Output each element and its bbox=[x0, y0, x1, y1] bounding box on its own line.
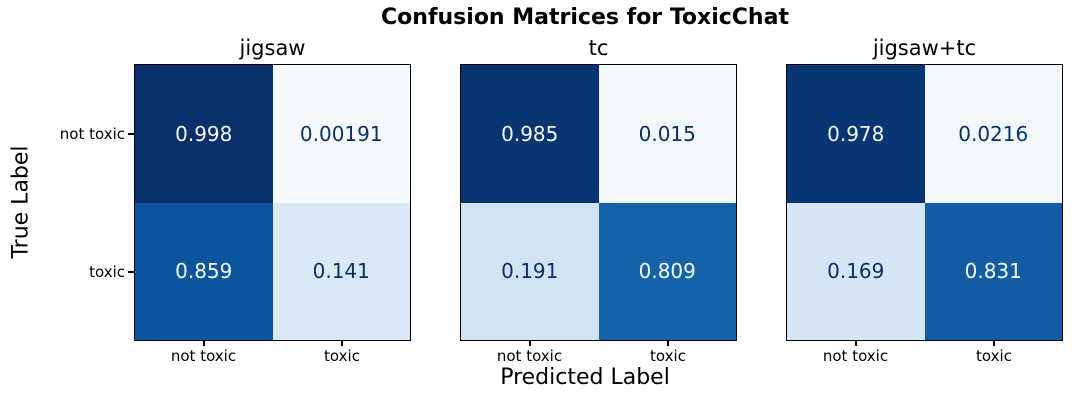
subplot-title-tc: tc bbox=[588, 36, 609, 60]
matrix-cell: 0.985 bbox=[461, 65, 599, 203]
matrix-cell: 0.015 bbox=[598, 65, 736, 203]
confusion-matrix-jigsaw: 0.998 0.00191 0.859 0.141 bbox=[134, 64, 411, 341]
matrix-cell: 0.191 bbox=[461, 202, 599, 340]
x-tick-mark bbox=[529, 341, 531, 346]
y-axis-label: True Label bbox=[8, 145, 34, 259]
x-tick-label-not-toxic: not toxic bbox=[170, 347, 237, 365]
matrix-cell: 0.998 bbox=[135, 65, 273, 203]
x-tick-label-not-toxic: not toxic bbox=[822, 347, 889, 365]
y-tick-mark bbox=[128, 271, 134, 273]
y-tick-mark bbox=[128, 133, 134, 135]
subplot-tc: tc 0.985 0.015 0.191 0.809 not toxic tox… bbox=[460, 34, 737, 380]
x-tick-label-toxic: toxic bbox=[324, 347, 360, 365]
x-axis-label: Predicted Label bbox=[500, 365, 670, 390]
confusion-matrix-tc: 0.985 0.015 0.191 0.809 bbox=[460, 64, 737, 341]
figure-title: Confusion Matrices for ToxicChat bbox=[381, 5, 789, 30]
subplot-jigsaw-tc: jigsaw+tc 0.978 0.0216 0.169 0.831 not t… bbox=[786, 34, 1063, 380]
subplot-jigsaw: jigsaw 0.998 0.00191 0.859 0.141 not tox… bbox=[134, 34, 411, 380]
y-tick-label-not-toxic: not toxic bbox=[59, 125, 125, 143]
x-tick-label-toxic: toxic bbox=[976, 347, 1012, 365]
matrix-cell: 0.978 bbox=[787, 65, 925, 203]
confusion-matrix-jigsaw-tc: 0.978 0.0216 0.169 0.831 bbox=[786, 64, 1063, 341]
subplot-title-jigsaw-tc: jigsaw+tc bbox=[872, 36, 977, 60]
x-tick-mark bbox=[203, 341, 205, 346]
y-tick-label-toxic: toxic bbox=[89, 263, 125, 281]
matrix-cell: 0.169 bbox=[787, 202, 925, 340]
x-tick-mark bbox=[855, 341, 857, 346]
matrix-cell: 0.809 bbox=[598, 202, 736, 340]
x-tick-mark bbox=[993, 341, 995, 346]
x-tick-mark bbox=[667, 341, 669, 346]
matrix-cell: 0.00191 bbox=[272, 65, 410, 203]
matrix-cell: 0.831 bbox=[924, 202, 1062, 340]
matrix-cell: 0.141 bbox=[272, 202, 410, 340]
x-tick-label-toxic: toxic bbox=[650, 347, 686, 365]
subplot-title-jigsaw: jigsaw bbox=[239, 36, 306, 60]
x-tick-label-not-toxic: not toxic bbox=[496, 347, 563, 365]
x-tick-mark bbox=[341, 341, 343, 346]
matrix-cell: 0.0216 bbox=[924, 65, 1062, 203]
matrix-cell: 0.859 bbox=[135, 202, 273, 340]
